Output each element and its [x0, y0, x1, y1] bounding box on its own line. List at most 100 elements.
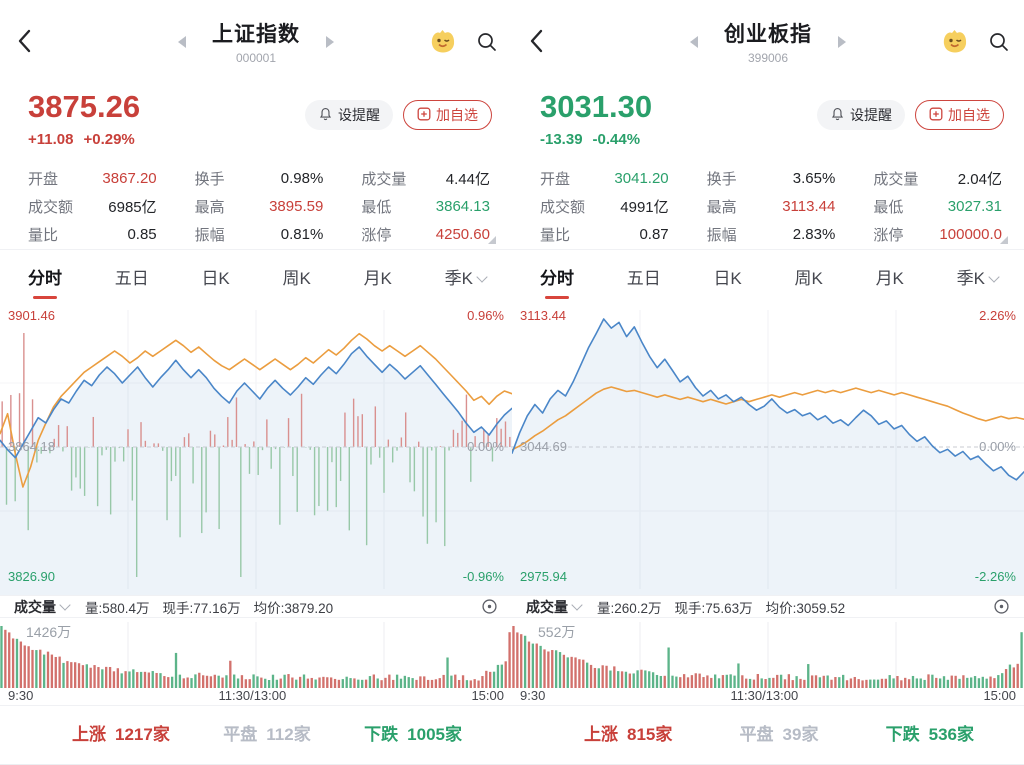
current-lots: 现手:77.16万	[162, 600, 241, 616]
tab-minute[interactable]: 分时	[540, 258, 574, 295]
price-section: 3031.30 -13.39 -0.44% 设提醒 加自选	[512, 88, 1024, 160]
add-square-icon	[929, 107, 943, 124]
add-square-icon	[417, 107, 431, 124]
settings-icon[interactable]	[481, 598, 498, 615]
back-icon[interactable]	[14, 26, 36, 61]
next-index-icon[interactable]	[838, 35, 846, 48]
chart-low-pct: -0.96%	[462, 569, 504, 584]
stat-low: 最低 3864.13	[361, 197, 490, 216]
tab-daily-k[interactable]: 日K	[713, 268, 742, 288]
market-breadth: 上涨 815家 平盘 39家 下跌 536家	[512, 706, 1024, 765]
intraday-chart-canvas[interactable]	[512, 302, 1024, 595]
change-percent: -0.44%	[592, 131, 641, 148]
stat-open: 开盘 3041.20	[540, 169, 669, 188]
current-price: 3875.26	[28, 89, 141, 124]
current-price: 3031.30	[540, 89, 653, 124]
price-block: 3031.30 -13.39 -0.44%	[540, 88, 652, 160]
stat-amount: 成交额 4991亿	[540, 198, 669, 216]
add-watchlist-button[interactable]: 加自选	[915, 100, 1004, 130]
chart-mid-label: 3044.69	[520, 439, 567, 454]
indicator-bar: 成交量 量:260.2万 现手:75.63万 均价:3059.52	[512, 595, 1024, 618]
stat-volume: 成交量 4.44亿	[361, 170, 490, 188]
tab-daily-k[interactable]: 日K	[201, 268, 230, 288]
tab-quarterly-k[interactable]: 季K	[445, 258, 488, 295]
settings-icon[interactable]	[993, 598, 1010, 615]
chart-low-pct: -2.26%	[974, 569, 1016, 584]
decliners: 下跌 536家	[885, 724, 974, 744]
stat-high: 最高 3895.59	[194, 197, 324, 216]
set-alert-label: 设提醒	[338, 107, 380, 123]
set-alert-button[interactable]: 设提醒	[817, 100, 905, 130]
stats-section: 开盘 3041.20 换手 3.65% 成交量 2.04亿 成交额 4991亿 最高 31…	[512, 160, 1024, 250]
volume-chart[interactable]: 1426万	[0, 618, 512, 688]
prev-index-icon[interactable]	[178, 35, 186, 48]
chart-high-label: 3901.46	[8, 308, 55, 323]
title-block: 上证指数 000001	[212, 18, 300, 65]
market-breadth: 上涨 1217家 平盘 112家 下跌 1005家	[0, 706, 512, 765]
chart-high-pct: 0.96%	[467, 308, 504, 323]
price-block: 3875.26 +11.08 +0.29%	[28, 88, 140, 160]
chart-low-label: 2975.94	[520, 569, 567, 584]
chevron-down-icon	[59, 599, 71, 611]
back-icon[interactable]	[526, 26, 548, 61]
mascot-icon[interactable]	[940, 28, 970, 60]
add-watchlist-label: 加自选	[436, 107, 478, 123]
avg-price: 均价:3879.20	[253, 600, 334, 616]
advancers: 上涨 815家	[584, 724, 673, 744]
volume-chart[interactable]: 552万	[512, 618, 1024, 688]
index-code: 000001	[235, 51, 277, 65]
volume-info: 量:260.2万 现手:75.63万 均价:3059.52	[597, 597, 845, 617]
time-midday: 11:30/13:00	[218, 688, 287, 703]
volume-value: 量:260.2万	[597, 600, 662, 616]
intraday-chart[interactable]: 3901.46 0.96% 3864.18 0.00% 3826.90 -0.9…	[0, 302, 512, 595]
time-midday: 11:30/13:00	[730, 688, 799, 703]
bell-icon	[318, 106, 333, 125]
search-icon[interactable]	[476, 31, 498, 58]
tab-monthly-k[interactable]: 月K	[363, 268, 392, 288]
tab-quarterly-k[interactable]: 季K	[957, 258, 1000, 295]
prev-index-icon[interactable]	[690, 35, 698, 48]
page-title: 创业板指	[724, 23, 812, 46]
indicator-selector[interactable]: 成交量	[14, 597, 71, 617]
volume-chart-canvas[interactable]	[512, 618, 1024, 688]
price-change: -13.39 -0.44%	[540, 131, 652, 148]
volume-value: 量:580.4万	[85, 600, 150, 616]
stat-volume-ratio: 量比 0.87	[540, 225, 669, 244]
tab-5day[interactable]: 五日	[114, 268, 149, 288]
period-tabs: 分时 五日 日K 周K 月K 季K	[512, 250, 1024, 302]
tab-5day[interactable]: 五日	[626, 268, 661, 288]
stat-volume: 成交量 2.04亿	[873, 170, 1002, 188]
volume-peak-label: 1426万	[26, 624, 72, 640]
chart-high-pct: 2.26%	[979, 308, 1016, 323]
tab-minute[interactable]: 分时	[28, 258, 62, 295]
bell-icon	[830, 106, 845, 125]
tab-weekly-k[interactable]: 周K	[282, 268, 311, 288]
chart-high-label: 3113.44	[520, 308, 567, 323]
expand-stats-icon[interactable]	[488, 236, 496, 244]
intraday-chart-canvas[interactable]	[0, 302, 512, 595]
next-index-icon[interactable]	[326, 35, 334, 48]
chart-low-label: 3826.90	[8, 569, 55, 584]
stat-volume-ratio: 量比 0.85	[28, 225, 157, 244]
change-percent: +0.29%	[83, 131, 135, 148]
tab-weekly-k[interactable]: 周K	[794, 268, 823, 288]
time-axis: 9:30 11:30/13:00 15:00	[512, 688, 1024, 706]
add-watchlist-button[interactable]: 加自选	[403, 100, 492, 130]
advancers: 上涨 1217家	[72, 724, 170, 744]
tab-monthly-k[interactable]: 月K	[875, 268, 904, 288]
search-icon[interactable]	[988, 31, 1010, 58]
indicator-selector[interactable]: 成交量	[526, 597, 583, 617]
volume-peak-label: 552万	[538, 624, 576, 640]
intraday-chart[interactable]: 3113.44 2.26% 3044.69 0.00% 2975.94 -2.2…	[512, 302, 1024, 595]
volume-chart-canvas[interactable]	[0, 618, 512, 688]
mascot-icon[interactable]	[428, 28, 458, 60]
expand-stats-icon[interactable]	[1000, 236, 1008, 244]
set-alert-button[interactable]: 设提醒	[305, 100, 393, 130]
unchanged: 平盘 39家	[739, 724, 819, 744]
chart-mid-label: 3864.18	[8, 439, 55, 454]
stat-limit-up: 涨停 4250.60	[361, 225, 490, 244]
time-close: 15:00	[471, 688, 504, 703]
avg-price: 均价:3059.52	[765, 600, 846, 616]
chevron-down-icon	[988, 270, 1000, 283]
